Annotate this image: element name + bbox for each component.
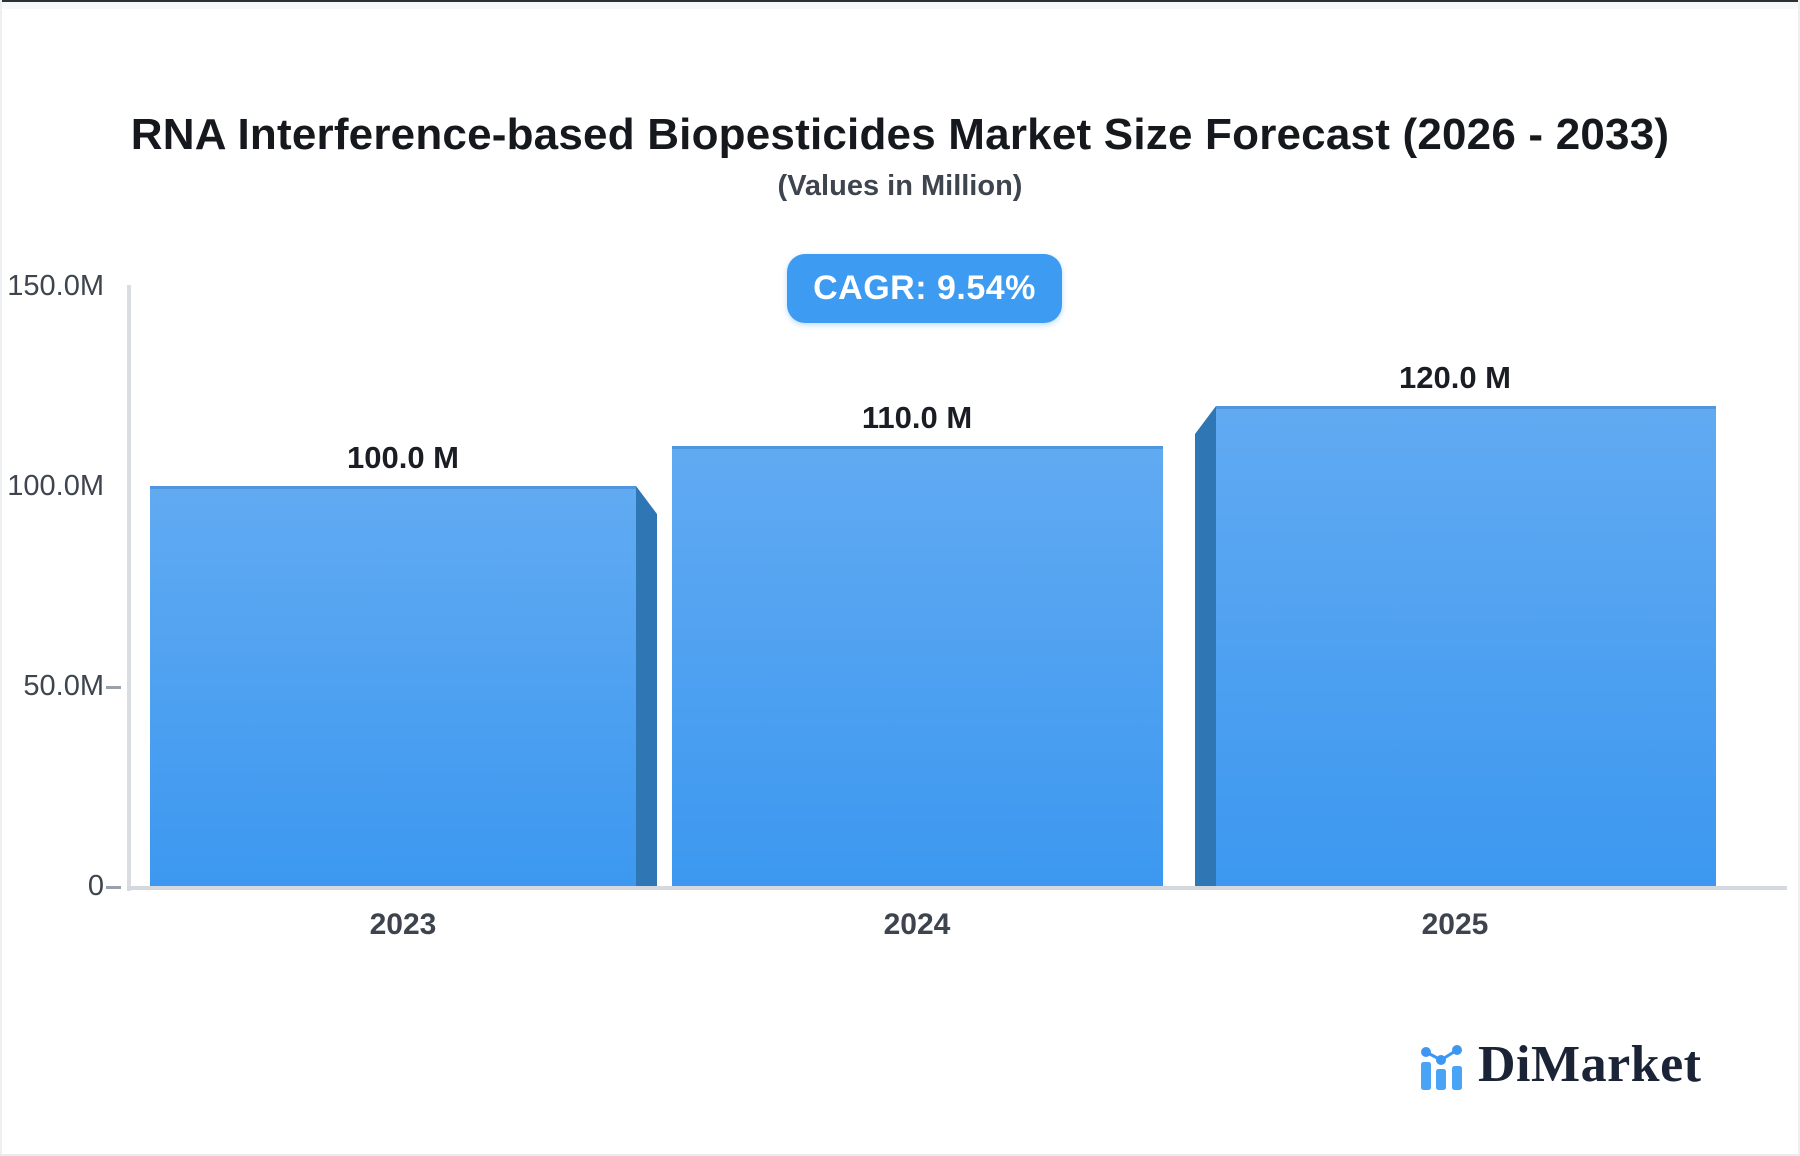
x-axis-label-2023: 2023	[369, 908, 437, 941]
x-axis-label-2025: 2025	[1421, 908, 1489, 941]
bar-value-label-2024: 110.0 M	[861, 400, 973, 435]
bar-2025-side-face	[1195, 406, 1216, 886]
y-axis-label-100m: 100.0M	[7, 470, 104, 502]
chart-subtitle: (Values in Million)	[777, 170, 1023, 202]
window-top-strip	[0, 2, 1800, 9]
chart-title: RNA Interference-based Biopesticides Mar…	[130, 110, 1670, 159]
y-axis-label-50m: 50.0M	[23, 670, 104, 702]
x-axis-line	[127, 886, 1787, 890]
window-right-border	[1798, 0, 1800, 1156]
window-left-border	[0, 0, 2, 1156]
x-axis-label-2024: 2024	[883, 908, 951, 941]
bar-value-label-2025: 120.0 M	[1398, 360, 1511, 395]
bar-2023-side-face	[636, 486, 657, 886]
y-axis-line	[127, 285, 131, 891]
bar-line-chart-icon	[1421, 1045, 1462, 1090]
y-axis-label-0: 0	[87, 870, 104, 902]
bar-2025[interactable]	[1216, 406, 1716, 886]
dimarket-logo: DiMarket	[1418, 1036, 1702, 1093]
bar-2024[interactable]	[672, 446, 1163, 886]
bar-value-label-2023: 100.0 M	[346, 440, 459, 475]
window-bottom-border	[0, 1154, 1800, 1156]
bar-2023[interactable]	[150, 486, 636, 886]
y-axis-label-150m: 150.0M	[7, 270, 104, 302]
y-axis-tick-50m	[106, 686, 121, 689]
cagr-badge: CAGR: 9.54%	[787, 254, 1062, 323]
window-top-border	[0, 0, 1800, 2]
y-axis-tick-0	[106, 886, 121, 889]
logo-text: DiMarket	[1478, 1036, 1702, 1093]
